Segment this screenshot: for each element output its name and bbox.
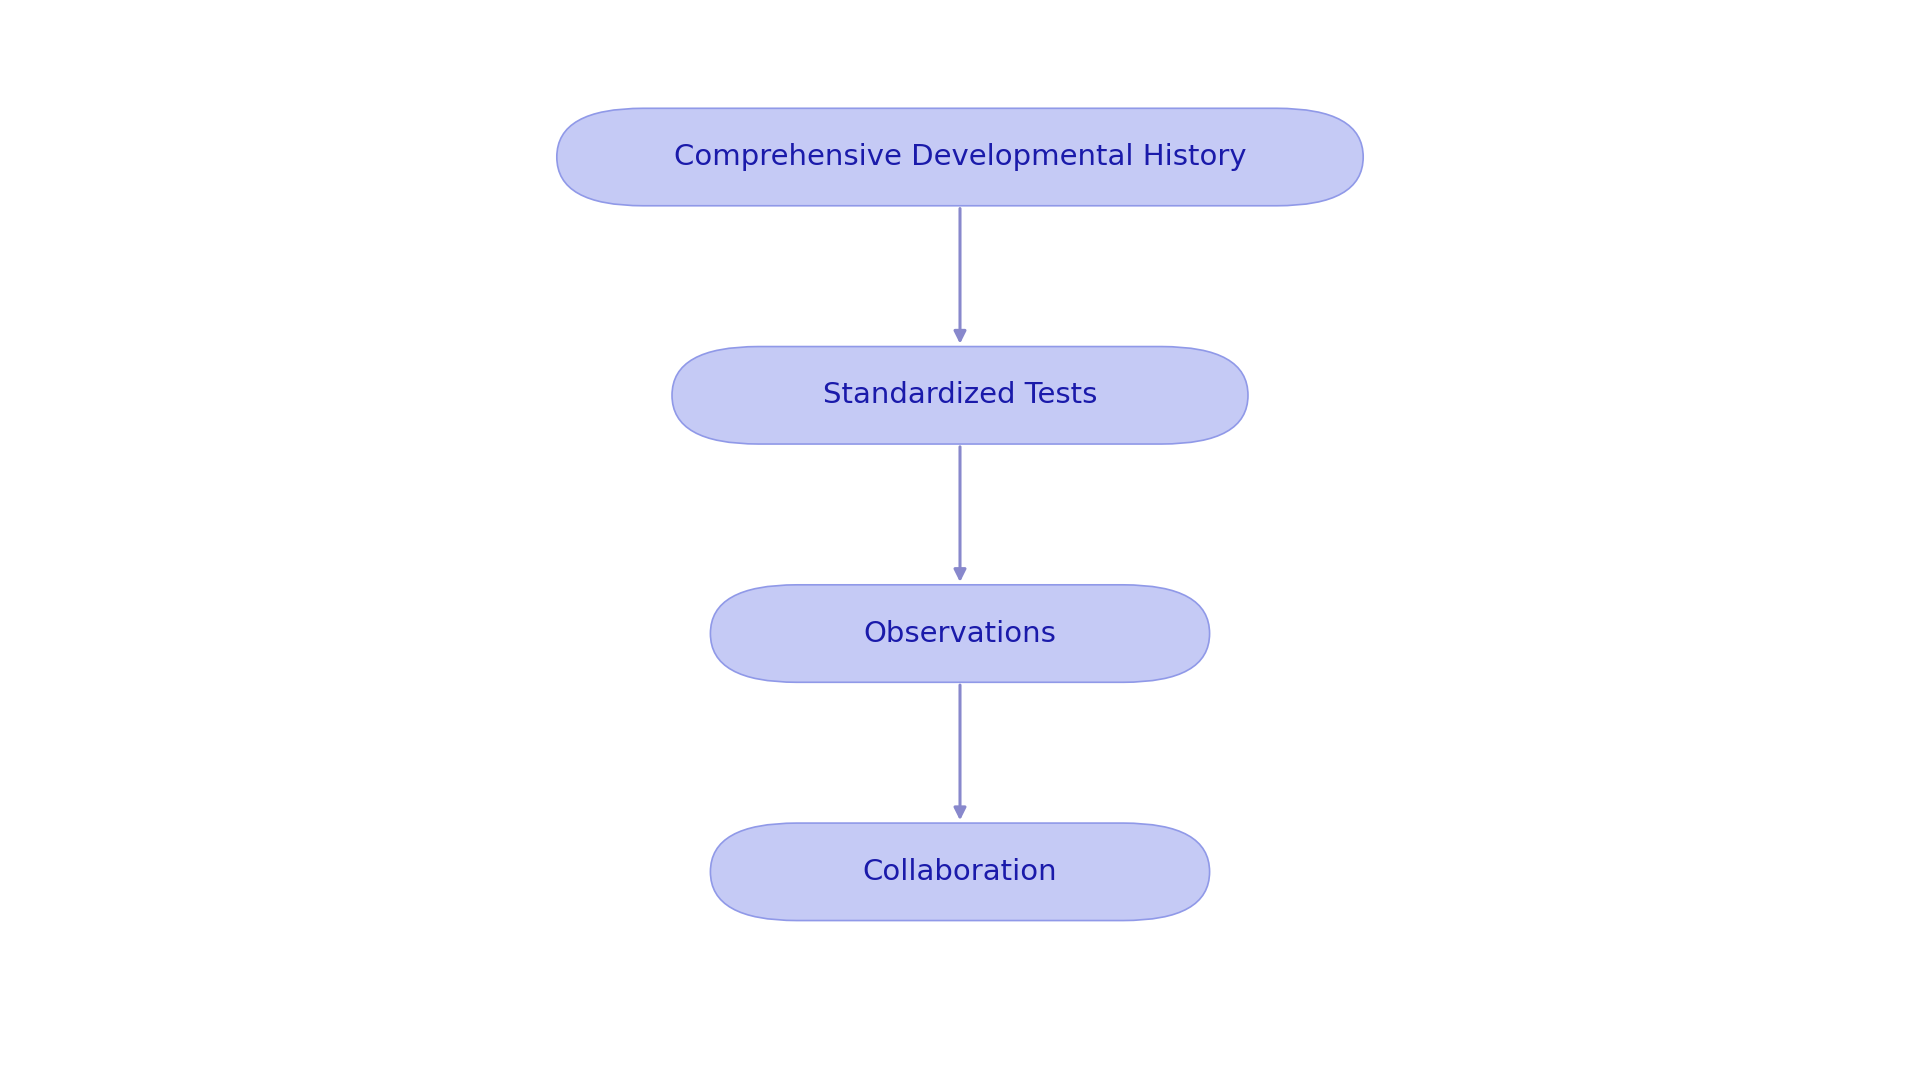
Text: Collaboration: Collaboration: [862, 858, 1058, 886]
FancyBboxPatch shape: [710, 823, 1210, 921]
FancyBboxPatch shape: [672, 347, 1248, 444]
FancyBboxPatch shape: [710, 585, 1210, 682]
FancyBboxPatch shape: [557, 108, 1363, 206]
Text: Standardized Tests: Standardized Tests: [824, 381, 1096, 409]
Text: Observations: Observations: [864, 619, 1056, 648]
Text: Comprehensive Developmental History: Comprehensive Developmental History: [674, 143, 1246, 171]
